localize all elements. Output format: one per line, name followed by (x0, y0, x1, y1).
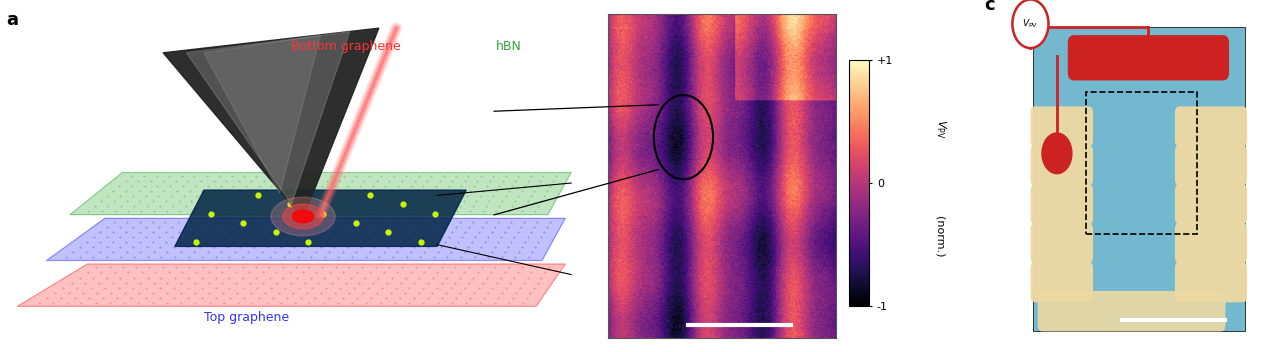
FancyBboxPatch shape (1030, 184, 1093, 225)
Bar (1086, 92, 1196, 234)
Text: c: c (984, 0, 996, 14)
Polygon shape (47, 218, 565, 260)
Text: a: a (6, 11, 18, 29)
Polygon shape (70, 172, 571, 215)
Circle shape (293, 210, 313, 223)
Circle shape (1041, 132, 1073, 174)
Text: (norm.): (norm.) (934, 216, 944, 258)
Polygon shape (186, 32, 350, 204)
FancyBboxPatch shape (1030, 223, 1093, 263)
FancyBboxPatch shape (1175, 145, 1247, 186)
FancyBboxPatch shape (1030, 106, 1093, 147)
Text: Bottom graphene: Bottom graphene (291, 40, 402, 53)
Text: Top graphene: Top graphene (204, 311, 289, 324)
Polygon shape (163, 28, 379, 218)
FancyBboxPatch shape (1038, 291, 1225, 332)
Circle shape (271, 197, 336, 236)
Text: $V_\mathrm{PV}$: $V_\mathrm{PV}$ (1022, 18, 1039, 30)
Polygon shape (204, 35, 321, 194)
Text: hBN: hBN (495, 40, 521, 53)
FancyBboxPatch shape (1175, 223, 1247, 263)
FancyBboxPatch shape (1030, 262, 1093, 302)
Text: b: b (346, 0, 359, 4)
Text: $V_\mathregular{PV}$: $V_\mathregular{PV}$ (934, 119, 948, 139)
Bar (1033, 27, 1244, 332)
Circle shape (283, 204, 323, 229)
Circle shape (1012, 0, 1049, 48)
FancyBboxPatch shape (1175, 106, 1247, 147)
FancyBboxPatch shape (1030, 145, 1093, 186)
FancyBboxPatch shape (1068, 35, 1229, 81)
Polygon shape (18, 264, 565, 306)
Polygon shape (175, 190, 466, 246)
FancyBboxPatch shape (1175, 262, 1247, 302)
FancyBboxPatch shape (1175, 184, 1247, 225)
